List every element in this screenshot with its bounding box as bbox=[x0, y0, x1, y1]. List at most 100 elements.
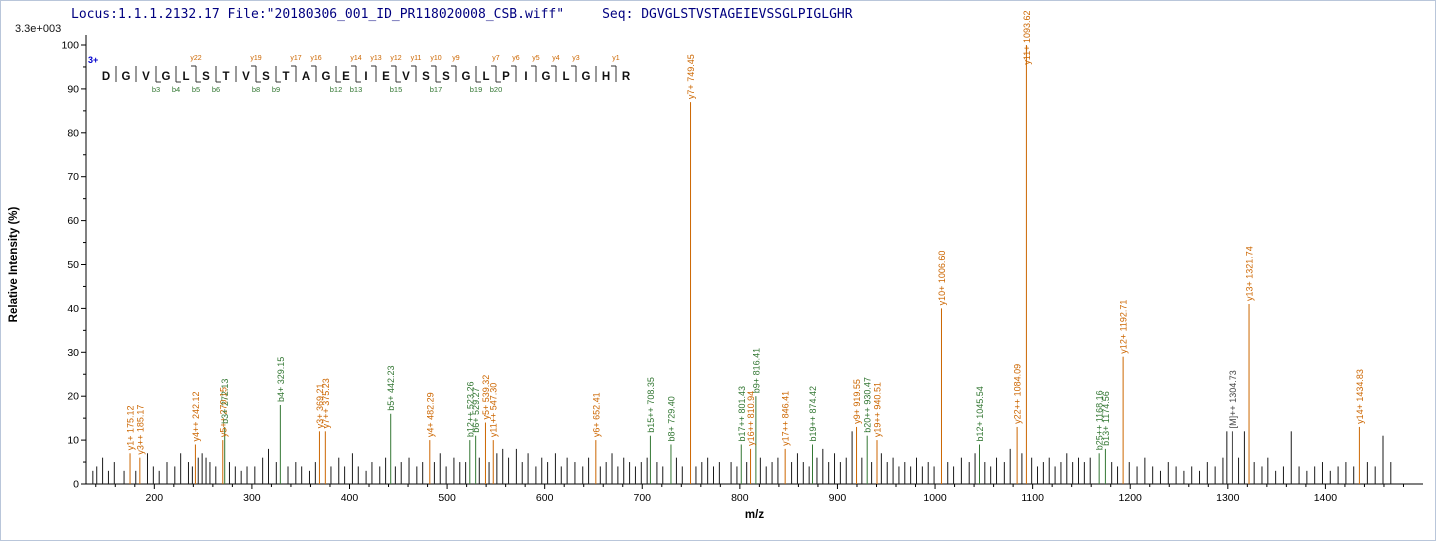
peak-label: y11+ 1093.62 bbox=[1022, 10, 1032, 64]
precursor-charge-label: 3+ bbox=[88, 55, 98, 65]
y-ion-mark-label: y19 bbox=[250, 55, 261, 62]
peak-label: b13+ 1174.56 bbox=[1101, 391, 1111, 446]
y-axis-title: Relative Intensity (%) bbox=[8, 206, 20, 322]
b-ion-mark-label: b4 bbox=[172, 85, 180, 94]
residue: I bbox=[524, 71, 527, 83]
peak-labels: y1+ 175.12 y3++ 185.17 y4++ 242.12 y5++ 270… bbox=[126, 10, 1365, 454]
x-tick-label: 1400 bbox=[1314, 492, 1338, 504]
peak-label: b25++ 1168.16 bbox=[1095, 390, 1105, 450]
peak-label: y7+ 749.45 bbox=[686, 54, 696, 99]
b-ion-mark-label: b12 bbox=[330, 85, 343, 94]
x-tick-label: 1200 bbox=[1119, 492, 1143, 504]
x-tick-label: 1000 bbox=[923, 492, 947, 504]
y-tick-label: 50 bbox=[67, 259, 79, 271]
x-tick-label: 800 bbox=[731, 492, 749, 504]
y-tick-label: 30 bbox=[67, 347, 79, 359]
peak-label: b12++ 523.26 bbox=[465, 382, 475, 438]
intensity-scale-label: 3.3e+003 bbox=[15, 23, 62, 35]
residue: E bbox=[342, 71, 350, 83]
residue: G bbox=[462, 71, 471, 83]
peak-label: y14+ 1434.83 bbox=[1355, 369, 1365, 424]
y-ion-mark-label: y13 bbox=[370, 55, 381, 62]
y-tick-label: 60 bbox=[67, 215, 79, 227]
residue: S bbox=[262, 71, 270, 83]
peak-label: b9+ 816.41 bbox=[751, 348, 761, 393]
peak-label: b19++ 874.42 bbox=[808, 386, 818, 442]
y-tick-label: 0 bbox=[73, 479, 79, 491]
b-ion-mark-label: b5 bbox=[192, 85, 200, 94]
b-ion-mark-label: b13 bbox=[350, 85, 363, 94]
residue: P bbox=[502, 71, 510, 83]
peak-label: y9+ 919.55 bbox=[852, 379, 862, 424]
y-ion-mark-label: y17 bbox=[290, 55, 301, 62]
peak-label: y3++ 185.17 bbox=[135, 405, 145, 455]
b-ion-mark-label: b15 bbox=[390, 85, 403, 94]
x-tick-label: 700 bbox=[634, 492, 652, 504]
y-ion-mark-label: y7 bbox=[492, 55, 500, 62]
labeled-peaks bbox=[129, 45, 1360, 484]
b-ion-mark-label: b20 bbox=[490, 85, 503, 94]
residue: V bbox=[402, 71, 410, 83]
peak-label: y16++ 810.94 bbox=[746, 391, 756, 446]
x-tick-label: 500 bbox=[438, 492, 456, 504]
y-ion-mark-label: y3 bbox=[572, 55, 580, 62]
x-tick-label: 400 bbox=[341, 492, 359, 504]
peak-label: y7++ 375.23 bbox=[321, 378, 331, 428]
residue: S bbox=[422, 71, 430, 83]
b-ion-mark-label: b3 bbox=[152, 85, 160, 94]
y-ion-mark-label: y11 bbox=[411, 55, 422, 62]
y-tick-label: 70 bbox=[67, 171, 79, 183]
residue: L bbox=[182, 71, 189, 83]
axis-labels: 0 10 20 30 40 50 60 70 80 90 100 200 300 400 500 600 700… bbox=[8, 40, 1337, 522]
peak-label: y5+ 539.32 bbox=[481, 375, 491, 420]
y-ion-mark-label: y10 bbox=[430, 55, 441, 62]
residue: L bbox=[562, 71, 569, 83]
residue: V bbox=[142, 71, 150, 83]
y-tick-label: 100 bbox=[61, 40, 79, 52]
y-ion-mark-label: y22 bbox=[190, 55, 201, 62]
residue: R bbox=[622, 71, 631, 83]
peak-label: y4++ 242.12 bbox=[191, 391, 201, 441]
peak-label: b20++ 930.47 bbox=[863, 377, 873, 433]
y-ion-mark-label: y1 bbox=[612, 55, 620, 62]
y-ion-mark-label: y9 bbox=[452, 55, 460, 62]
peak-label: y1+ 175.12 bbox=[126, 405, 136, 450]
residue: S bbox=[442, 71, 450, 83]
sequence-label: Seq: DGVGLSTVSTAGEIEVSSGLPIGLGHR bbox=[602, 7, 853, 22]
peak-label: b17++ 801.43 bbox=[737, 386, 747, 442]
peak-label: y22++ 1084.09 bbox=[1013, 364, 1023, 424]
y-ion-mark-label: y6 bbox=[512, 55, 520, 62]
x-tick-label: 300 bbox=[243, 492, 261, 504]
y-ion-mark-label: y12 bbox=[390, 55, 401, 62]
b-ion-mark-label: b6 bbox=[212, 85, 220, 94]
peak-label: [M]++ 1304.73 bbox=[1228, 370, 1238, 428]
locus-file-label: Locus:1.1.1.2132.17 File:"20180306_001_I… bbox=[71, 7, 565, 22]
residue: G bbox=[162, 71, 171, 83]
y-tick-label: 10 bbox=[67, 435, 79, 447]
peak-label: y19++ 940.51 bbox=[872, 382, 882, 437]
b-ion-mark-label: b19 bbox=[470, 85, 483, 94]
y-tick-label: 20 bbox=[67, 391, 79, 403]
y-ion-mark-label: y14 bbox=[350, 55, 361, 62]
x-tick-label: 1100 bbox=[1021, 492, 1044, 504]
peak-label: y11++ 547.30 bbox=[489, 383, 499, 437]
residue: E bbox=[382, 71, 390, 83]
residue: V bbox=[242, 71, 250, 83]
axes bbox=[81, 35, 1423, 489]
x-tick-label: 900 bbox=[829, 492, 847, 504]
peak-label: b5+ 442.23 bbox=[386, 365, 396, 410]
peak-label: b12+ 1045.54 bbox=[975, 386, 985, 441]
x-tick-label: 1300 bbox=[1216, 492, 1240, 504]
x-axis-title: m/z bbox=[745, 509, 764, 521]
peak-label: b15++ 708.35 bbox=[646, 377, 656, 433]
residue: S bbox=[202, 71, 210, 83]
peak-label: y6+ 652.41 bbox=[591, 392, 601, 437]
peak-label: y5++ 270.15 bbox=[218, 387, 228, 437]
x-tick-label: 200 bbox=[146, 492, 164, 504]
residue: I bbox=[364, 71, 367, 83]
y-ion-mark-label: y4 bbox=[552, 55, 560, 62]
y-tick-label: 90 bbox=[67, 83, 79, 95]
b-ion-mark-label: b8 bbox=[252, 85, 260, 94]
